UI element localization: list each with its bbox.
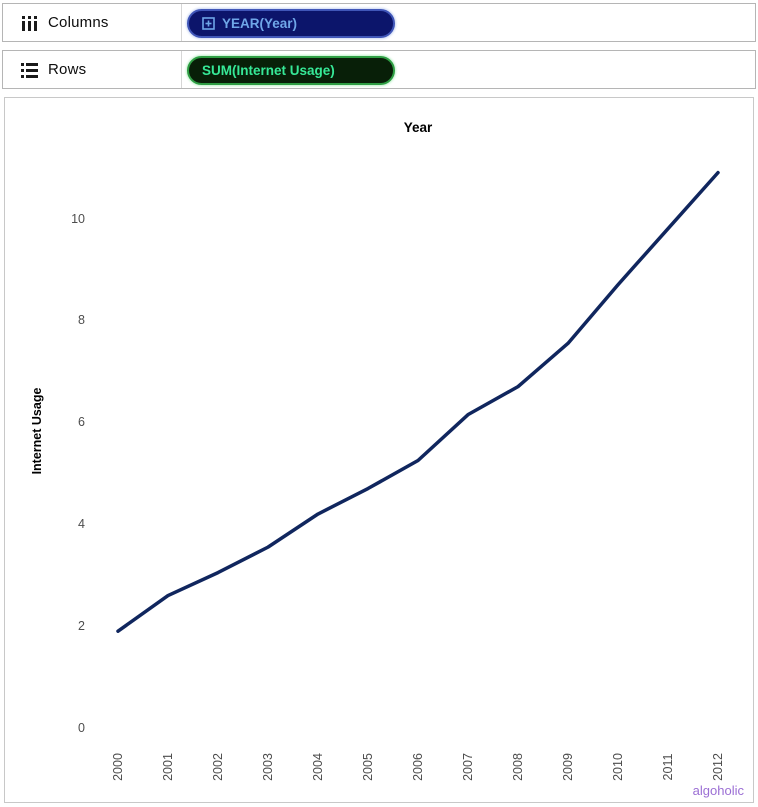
x-tick-label: 2007 — [461, 753, 475, 781]
line-svg — [116, 170, 720, 633]
sum-internet-usage-pill[interactable]: SUM(Internet Usage) — [187, 56, 395, 85]
internet-usage-line[interactable] — [116, 170, 720, 633]
x-tick-label: 2000 — [111, 753, 125, 781]
shelf-separator — [181, 4, 182, 41]
x-tick-label: 2011 — [661, 753, 675, 781]
sum-pill-label: SUM(Internet Usage) — [202, 63, 335, 78]
x-tick-label: 2002 — [211, 753, 225, 781]
x-tick-label: 2008 — [511, 753, 525, 781]
shelf-separator — [181, 51, 182, 88]
year-pill[interactable]: YEAR(Year) — [187, 9, 395, 38]
y-tick-label: 4 — [78, 517, 85, 532]
y-tick-label: 2 — [78, 619, 85, 634]
expand-plus-icon[interactable] — [202, 17, 215, 30]
y-tick-label: 8 — [78, 313, 85, 328]
rows-icon — [21, 62, 38, 78]
chart-panel: Year Internet Usage algoholic 0 2 4 6 8 10 200… — [4, 97, 754, 803]
x-tick-label: 2009 — [561, 753, 575, 781]
x-tick-label: 2003 — [261, 753, 275, 781]
columns-shelf[interactable]: Columns YEAR(Year) — [2, 3, 756, 42]
y-tick-label: 0 — [78, 721, 85, 735]
y-tick-label: 10 — [71, 211, 85, 226]
x-tick-label: 2010 — [611, 753, 625, 781]
columns-shelf-label: Columns — [48, 14, 109, 31]
chart-title: Year — [403, 120, 433, 135]
x-tick-label: 2005 — [361, 753, 375, 781]
watermark[interactable]: algoholic — [692, 783, 744, 798]
rows-shelf[interactable]: Rows SUM(Internet Usage) — [2, 50, 756, 89]
x-tick-label: 2004 — [311, 753, 325, 781]
year-pill-label: YEAR(Year) — [222, 16, 298, 31]
rows-shelf-label: Rows — [48, 61, 87, 78]
x-tick-label: 2001 — [161, 753, 175, 781]
x-tick-label: 2006 — [411, 753, 425, 781]
columns-icon — [22, 15, 37, 31]
x-tick-label: 2012 — [711, 753, 725, 781]
y-tick-label: 6 — [78, 415, 85, 430]
